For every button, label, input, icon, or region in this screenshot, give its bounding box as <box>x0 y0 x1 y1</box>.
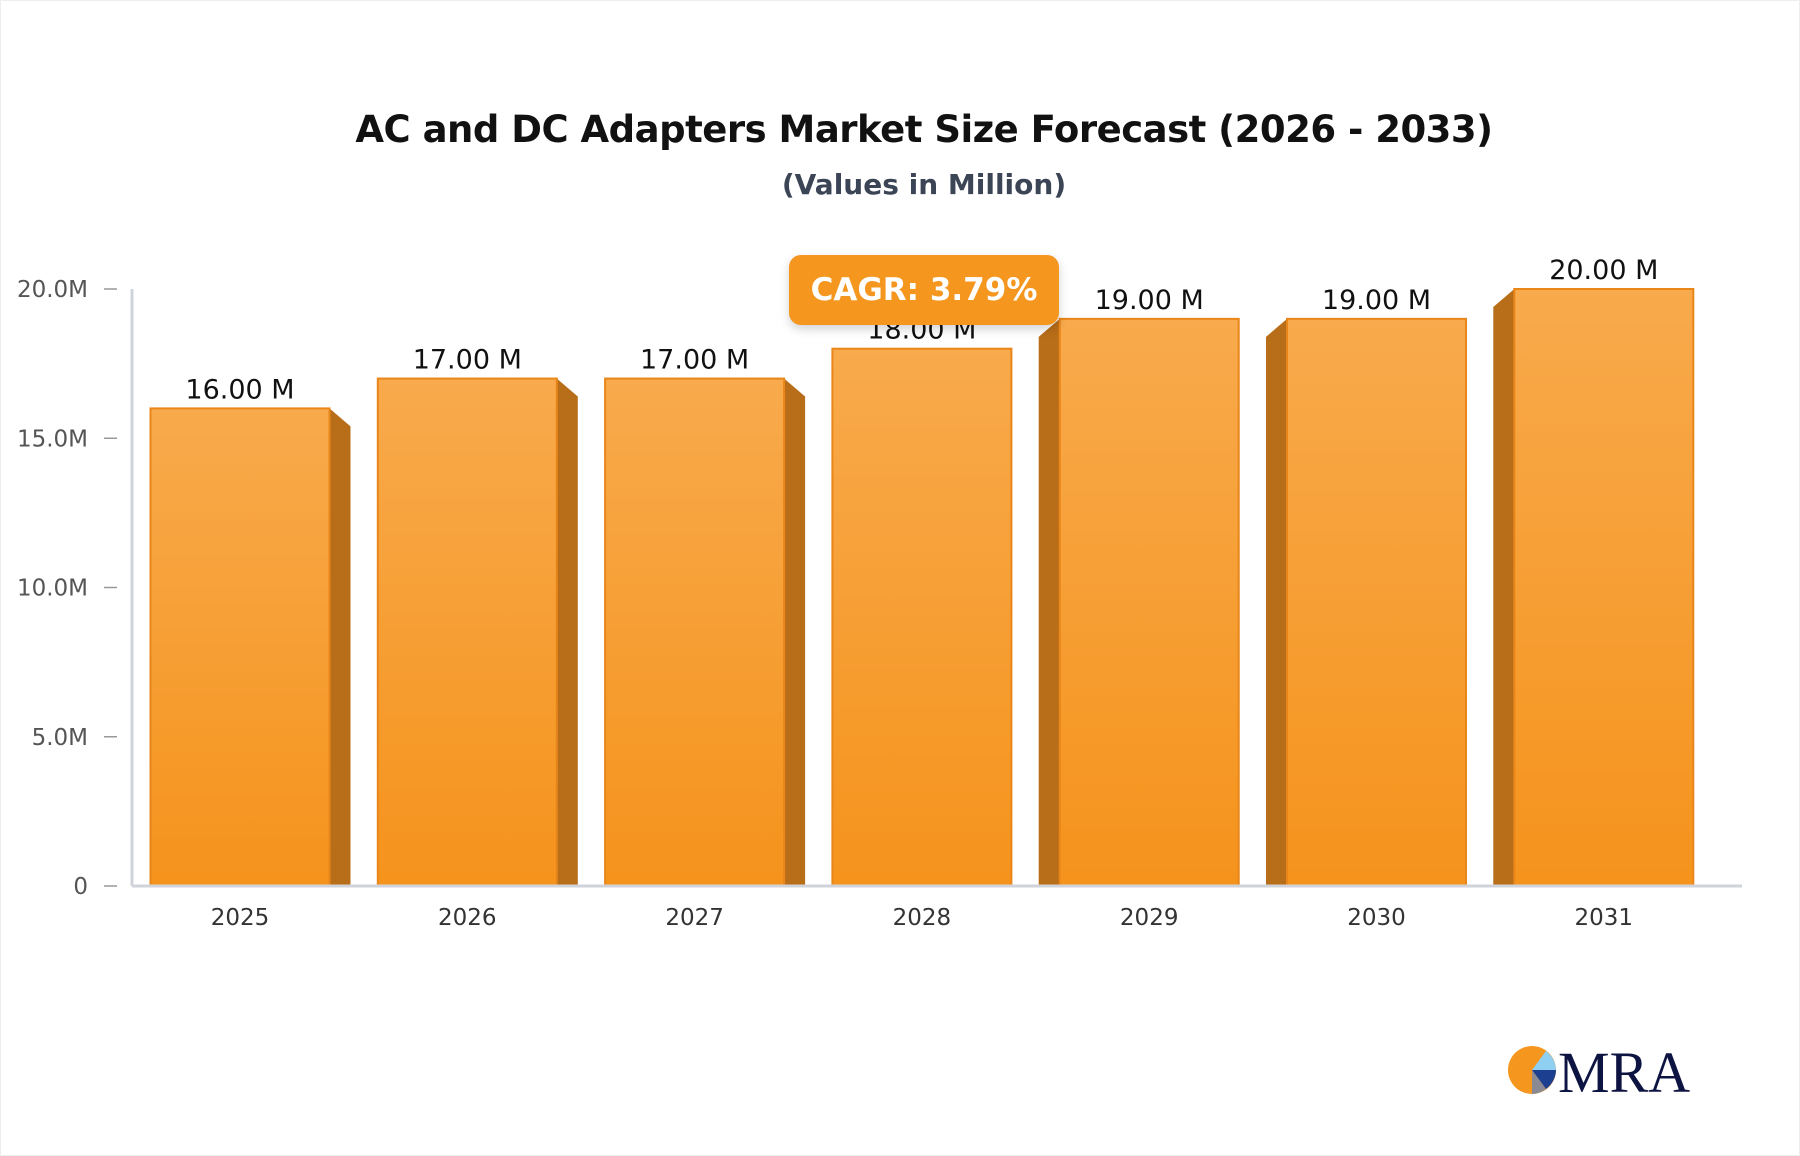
y-tick-label: 10.0M <box>17 576 88 602</box>
bar-side <box>1038 318 1060 887</box>
bar-side <box>556 378 578 886</box>
data-label: 17.00 M <box>413 345 522 376</box>
bar-2026 <box>376 377 558 887</box>
data-label: 17.00 M <box>640 345 749 376</box>
chart-title: AC and DC Adapters Market Size Forecast … <box>355 108 1493 151</box>
bar-2029 <box>1058 317 1240 888</box>
bar-2025 <box>149 407 331 887</box>
bar-side <box>1493 289 1515 886</box>
bar-side <box>329 408 351 886</box>
x-tick-label: 2031 <box>1575 905 1634 931</box>
y-tick-label: 5.0M <box>32 725 88 751</box>
x-tick-label: 2027 <box>665 905 724 931</box>
bar-2031 <box>1513 288 1695 887</box>
bar-side <box>784 378 806 886</box>
data-label: 19.00 M <box>1322 285 1431 316</box>
x-tick-label: 2025 <box>211 905 270 931</box>
mra-logo: MRA <box>1508 1040 1690 1100</box>
bar-2030 <box>1286 317 1467 888</box>
bar-2028 <box>831 347 1013 887</box>
x-tick-label: 2028 <box>893 905 952 931</box>
y-tick-label: 15.0M <box>17 426 88 452</box>
x-tick-label: 2026 <box>438 905 497 931</box>
y-tick-label: 0 <box>73 874 88 900</box>
bar-2027 <box>604 377 786 887</box>
data-label: 16.00 M <box>185 374 294 405</box>
svg-text:MRA: MRA <box>1558 1040 1690 1100</box>
y-tick-label: 20.0M <box>17 277 88 303</box>
x-tick-label: 2029 <box>1120 905 1179 931</box>
data-label: 20.00 M <box>1549 255 1658 286</box>
chart-subtitle: (Values in Million) <box>781 168 1067 201</box>
x-tick-label: 2030 <box>1347 905 1406 931</box>
cagr-badge: CAGR: 3.79% <box>789 255 1059 325</box>
bar-side <box>1266 318 1287 887</box>
data-label: 19.00 M <box>1095 285 1204 316</box>
